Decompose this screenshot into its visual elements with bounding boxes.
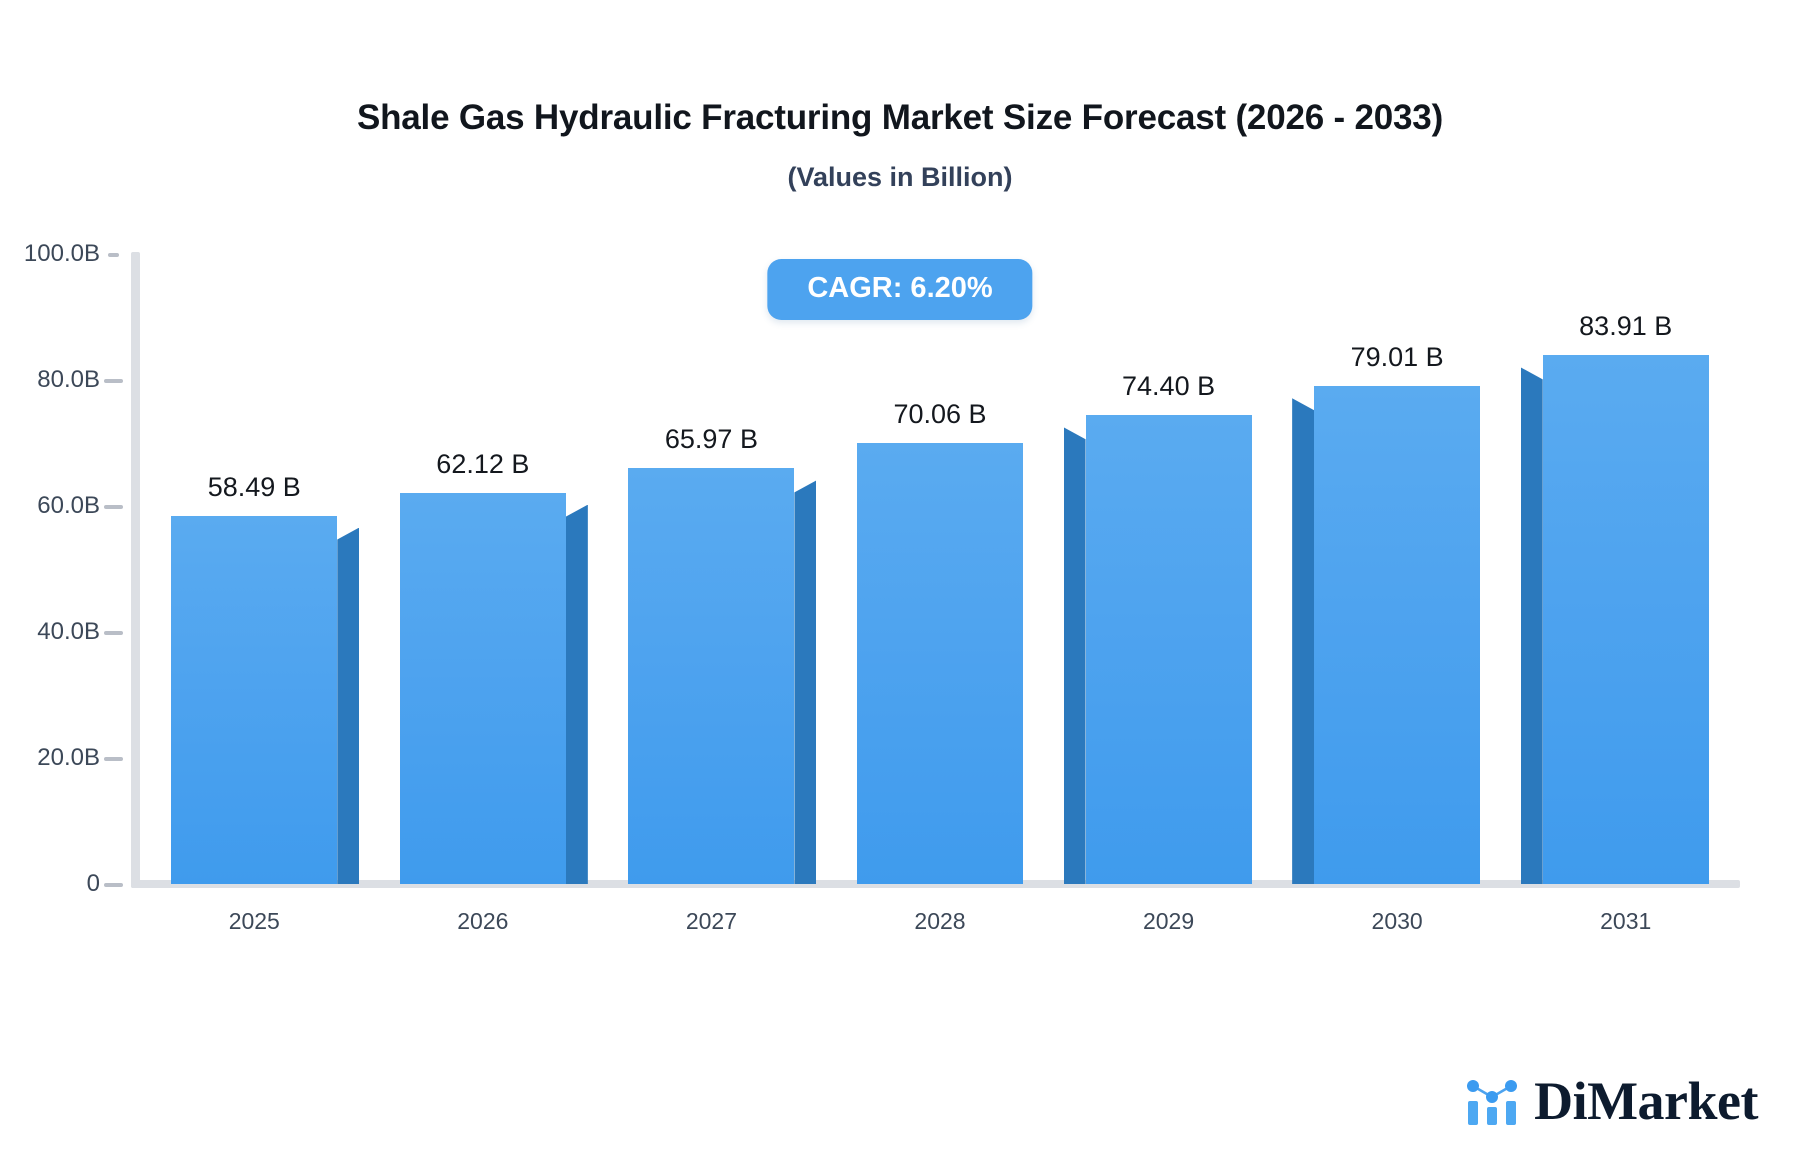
bar-side-face [337, 527, 360, 884]
bar[interactable] [628, 468, 795, 884]
y-axis-tick-label: 0 [86, 870, 100, 897]
y-axis-tick-label: 100.0B [23, 240, 100, 267]
y-axis-tick-mark [104, 505, 123, 509]
bar-side-face [794, 480, 817, 884]
bar-side-face [1063, 427, 1086, 884]
y-axis-tick: 40.0B [0, 617, 131, 647]
y-axis-tick-mark [104, 379, 123, 383]
y-axis-tick-mark [104, 883, 123, 887]
bar[interactable] [399, 492, 566, 884]
bar[interactable] [171, 515, 338, 884]
y-axis-tick-label: 20.0B [37, 744, 100, 771]
x-axis-tick-label: 2030 [1371, 908, 1423, 934]
x-axis-tick-label: 2027 [685, 908, 737, 934]
brand-name: DiMarket [1534, 1071, 1758, 1131]
chart-title: Shale Gas Hydraulic Fracturing Market Si… [356, 98, 1444, 137]
bar[interactable] [1085, 415, 1252, 884]
y-axis-tick-mark [104, 631, 123, 635]
bar-side-face [1520, 367, 1543, 884]
bar[interactable] [1542, 355, 1709, 884]
x-axis-tick-label: 2026 [457, 908, 509, 934]
y-axis-tick: 20.0B [0, 743, 131, 773]
x-axis-tick-label: 2028 [914, 908, 966, 934]
chart-subtitle: (Values in Billion) [787, 162, 1013, 192]
y-axis-line [131, 252, 140, 888]
y-axis-tick-label: 60.0B [37, 492, 100, 519]
x-axis-tick-label: 2025 [228, 908, 280, 934]
bar-chart-logo-icon [1464, 1075, 1520, 1127]
y-axis-tick: 60.0B [0, 491, 131, 521]
y-axis-tick-mark [108, 253, 119, 257]
x-axis-tick-label: 2031 [1600, 908, 1652, 934]
x-axis-line [131, 880, 1740, 888]
bar-side-face [1292, 398, 1315, 884]
y-axis-tick: 80.0B [0, 365, 131, 395]
bar-value-label: 65.97 B [664, 424, 758, 455]
bar-value-label: 74.40 B [1122, 371, 1216, 402]
bar-value-label: 83.91 B [1579, 311, 1673, 342]
cagr-badge: CAGR: 6.20% [767, 259, 1033, 320]
bar[interactable] [1314, 386, 1481, 884]
bar[interactable] [857, 442, 1023, 884]
y-axis-tick-label: 40.0B [37, 618, 100, 645]
y-axis-tick-mark [104, 757, 123, 761]
y-axis-tick: 100.0B [0, 239, 131, 269]
bar-value-label: 58.49 B [207, 471, 301, 502]
bar-value-label: 62.12 B [436, 448, 530, 479]
bar-value-label: 79.01 B [1350, 342, 1444, 373]
x-axis-tick-label: 2029 [1142, 908, 1195, 934]
bar-side-face [565, 504, 588, 884]
bar-value-label: 70.06 B [893, 398, 987, 429]
y-axis-tick: 0 [0, 869, 131, 899]
y-axis-tick-label: 80.0B [37, 366, 100, 393]
brand-logo: DiMarket [1464, 1074, 1758, 1128]
